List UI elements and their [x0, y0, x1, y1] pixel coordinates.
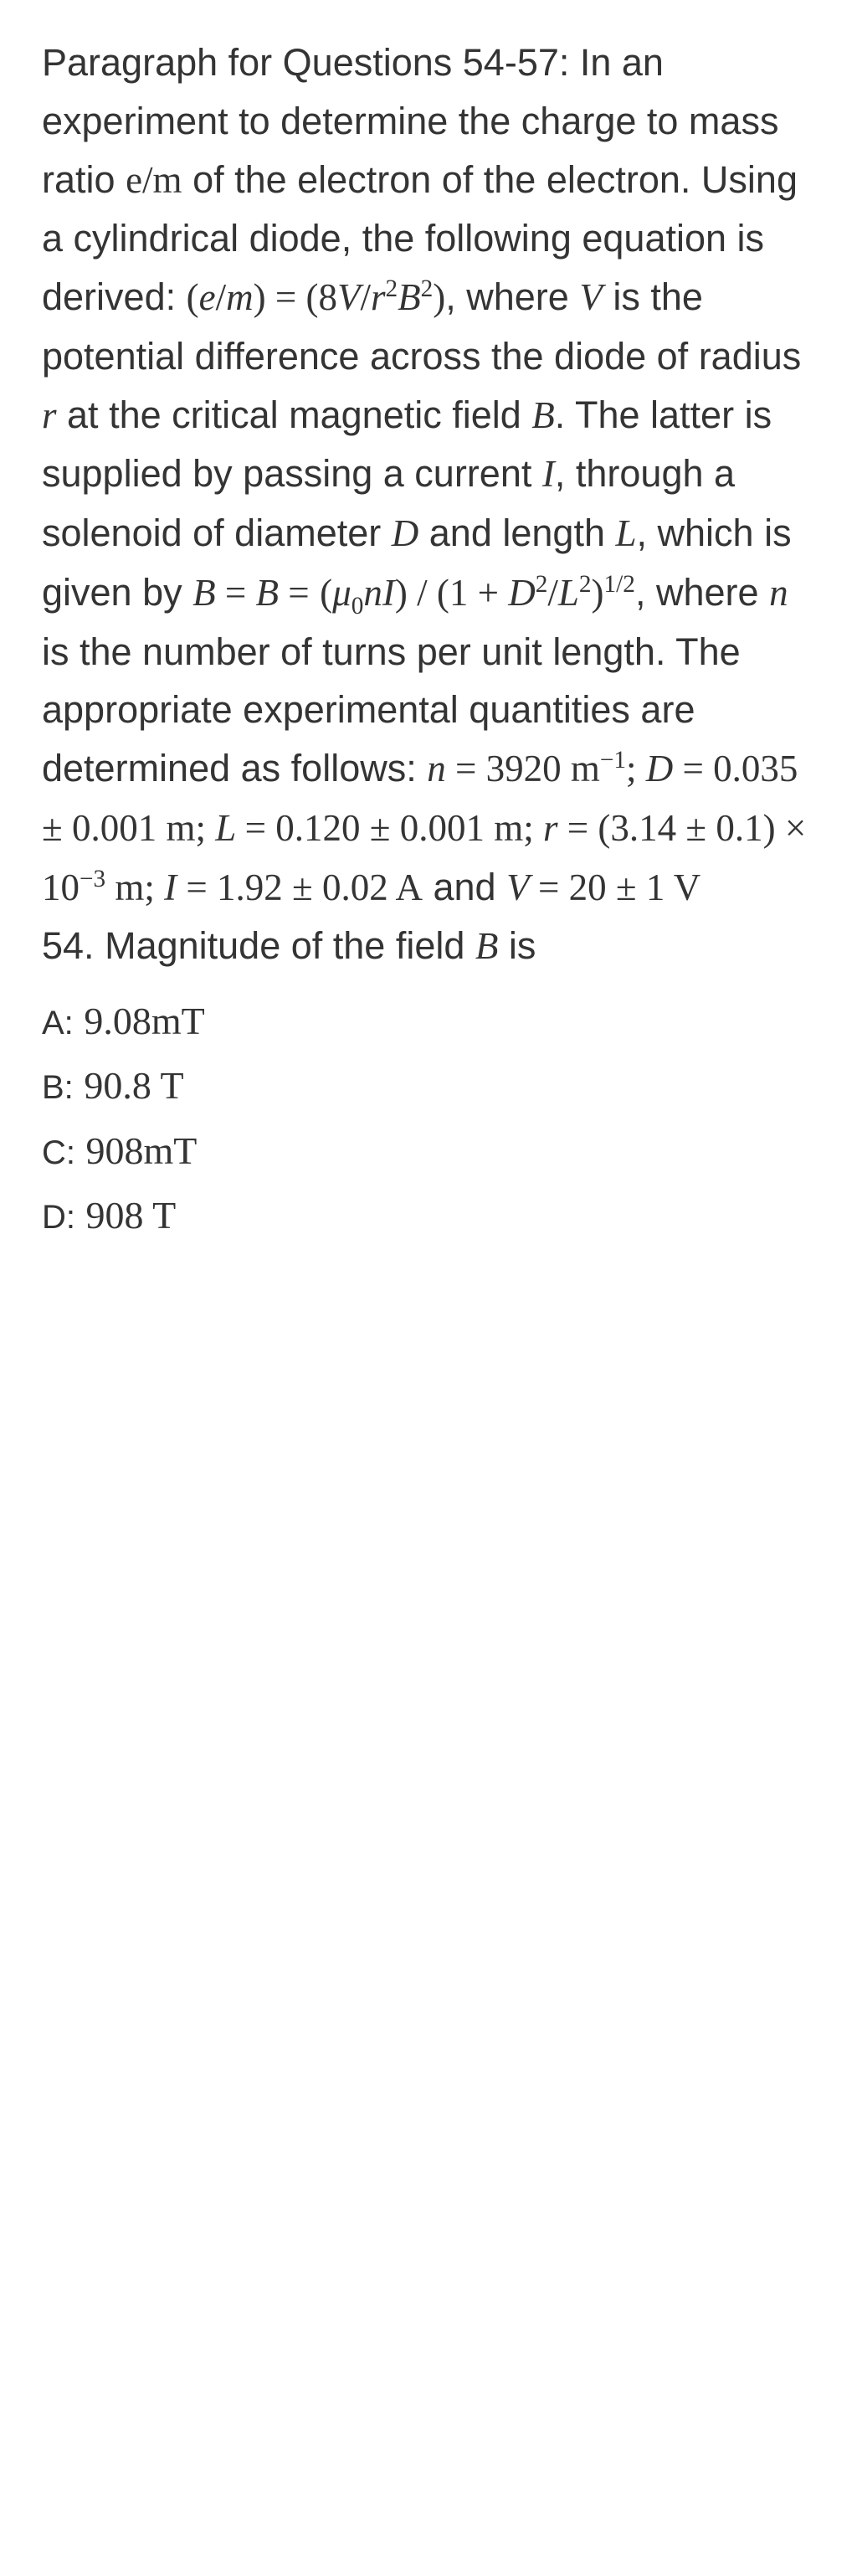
option-b[interactable]: B: 90.8 T: [42, 1056, 815, 1115]
var-V: V: [579, 276, 603, 318]
eq2-line2: (μ0nI) / (1 + D2/L2)1/2: [320, 572, 635, 614]
option-d-value: 908 T: [86, 1194, 177, 1237]
options-list: A: 9.08mT B: 90.8 T C: 908mT D: 908 T: [42, 991, 815, 1245]
option-c-label: C:: [42, 1134, 75, 1171]
option-c-value: 908mT: [86, 1129, 198, 1172]
where-n: where: [656, 571, 759, 614]
after-r: at the critical magnetic field: [67, 393, 521, 436]
eq2-comma: ,: [635, 571, 646, 614]
option-d[interactable]: D: 908 T: [42, 1185, 815, 1245]
var-I: I: [542, 453, 555, 495]
var-D: D: [392, 512, 419, 554]
question-text: Magnitude of the field: [105, 924, 464, 967]
after-D: and length: [429, 512, 605, 554]
where-1: , where: [445, 275, 569, 318]
data-and: and: [434, 866, 496, 908]
option-a-label: A:: [42, 1005, 74, 1041]
eq2-line1: B = B =: [192, 572, 310, 614]
option-a[interactable]: A: 9.08mT: [42, 991, 815, 1051]
option-a-value: 9.08mT: [84, 1000, 204, 1042]
data-V: V = 20 ± 1 V: [506, 866, 700, 908]
question-block: Paragraph for Questions 54-57: In an exp…: [42, 33, 815, 1245]
question-number: 54.: [42, 924, 95, 967]
option-d-label: D:: [42, 1199, 75, 1236]
option-b-label: B:: [42, 1069, 74, 1106]
eq1-lhs: (e/m) = (8V/r2B2): [187, 276, 446, 318]
question-is: is: [509, 924, 536, 967]
var-n: n: [769, 572, 788, 614]
option-b-value: 90.8 T: [84, 1064, 183, 1107]
option-c[interactable]: C: 908mT: [42, 1121, 815, 1180]
em-ratio: e/m: [126, 159, 182, 201]
question-var: B: [475, 925, 499, 967]
var-L: L: [616, 512, 637, 554]
var-B: B: [531, 394, 555, 436]
var-r: r: [42, 394, 57, 436]
